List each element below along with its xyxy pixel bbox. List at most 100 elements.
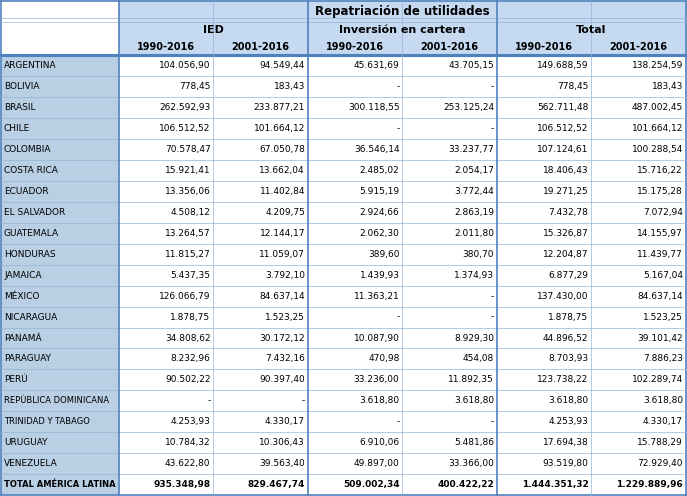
Text: 33.236,00: 33.236,00 (354, 375, 400, 384)
Text: -: - (491, 82, 494, 91)
Text: COLOMBIA: COLOMBIA (4, 145, 52, 154)
Bar (119, 370, 214, 390)
Bar (1, 286, 119, 307)
Bar (308, 244, 403, 265)
Text: 3.618,80: 3.618,80 (643, 396, 683, 405)
Text: 2.011,80: 2.011,80 (454, 229, 494, 238)
Text: 1.878,75: 1.878,75 (548, 312, 589, 321)
Text: PANAMÁ: PANAMÁ (4, 333, 42, 343)
Bar (308, 160, 403, 181)
Bar (214, 432, 308, 453)
Text: BOLIVIA: BOLIVIA (4, 82, 39, 91)
Bar (1, 97, 119, 118)
Text: 8.703,93: 8.703,93 (548, 355, 589, 364)
Text: 562.711,48: 562.711,48 (537, 103, 589, 112)
Text: 101.664,12: 101.664,12 (631, 124, 683, 133)
Bar (308, 474, 403, 495)
Bar (1, 1, 119, 22)
Text: BRASIL: BRASIL (4, 103, 36, 112)
Bar (403, 39, 497, 56)
Bar (1, 76, 119, 97)
Bar (119, 286, 214, 307)
Text: TOTAL AMÉRICA LATINA: TOTAL AMÉRICA LATINA (4, 480, 115, 489)
Bar (497, 411, 592, 432)
Bar (403, 286, 497, 307)
Text: 1990-2016: 1990-2016 (326, 42, 384, 52)
Text: 1990-2016: 1990-2016 (137, 42, 195, 52)
Text: 183,43: 183,43 (652, 82, 683, 91)
Text: 8.929,30: 8.929,30 (454, 333, 494, 343)
Bar (119, 97, 214, 118)
Text: 43.705,15: 43.705,15 (448, 62, 494, 70)
Bar (308, 432, 403, 453)
Text: 7.072,94: 7.072,94 (643, 208, 683, 217)
Bar (119, 390, 214, 411)
Text: 72.929,40: 72.929,40 (638, 459, 683, 468)
Text: 18.406,43: 18.406,43 (543, 166, 589, 175)
Text: 30.172,12: 30.172,12 (260, 333, 305, 343)
Bar (308, 453, 403, 474)
Bar (497, 286, 592, 307)
Bar (308, 411, 403, 432)
Text: 11.892,35: 11.892,35 (448, 375, 494, 384)
Text: 400.422,22: 400.422,22 (437, 480, 494, 489)
Text: 19.271,25: 19.271,25 (543, 187, 589, 196)
Text: 13.356,06: 13.356,06 (165, 187, 210, 196)
Text: 84.637,14: 84.637,14 (260, 292, 305, 301)
Text: 90.502,22: 90.502,22 (165, 375, 210, 384)
Bar (119, 307, 214, 327)
Text: PARAGUAY: PARAGUAY (4, 355, 51, 364)
Bar (592, 160, 686, 181)
Bar (119, 56, 214, 76)
Bar (308, 349, 403, 370)
Bar (1, 244, 119, 265)
Bar (214, 56, 308, 76)
Bar (497, 223, 592, 244)
Text: Inversión en cartera: Inversión en cartera (339, 25, 466, 35)
Bar (497, 432, 592, 453)
Bar (214, 265, 308, 286)
Text: CHILE: CHILE (4, 124, 30, 133)
Text: 7.886,23: 7.886,23 (643, 355, 683, 364)
Bar (308, 118, 403, 139)
Bar (214, 390, 308, 411)
Text: 43.622,80: 43.622,80 (165, 459, 210, 468)
Bar (497, 474, 592, 495)
Bar (497, 327, 592, 349)
Bar (497, 181, 592, 202)
Text: 3.792,10: 3.792,10 (265, 271, 305, 280)
Bar (592, 349, 686, 370)
Text: 14.155,97: 14.155,97 (638, 229, 683, 238)
Text: 13.662,04: 13.662,04 (260, 166, 305, 175)
Bar (214, 370, 308, 390)
Bar (497, 39, 592, 56)
Bar (119, 349, 214, 370)
Text: 49.897,00: 49.897,00 (354, 459, 400, 468)
Bar (119, 139, 214, 160)
Text: 2.924,66: 2.924,66 (360, 208, 400, 217)
Text: 126.066,79: 126.066,79 (159, 292, 210, 301)
Text: -: - (396, 124, 400, 133)
Bar (308, 202, 403, 223)
Text: 2001-2016: 2001-2016 (232, 42, 290, 52)
Bar (592, 474, 686, 495)
Bar (119, 39, 214, 56)
Bar (592, 411, 686, 432)
Text: 10.087,90: 10.087,90 (354, 333, 400, 343)
Text: 1.523,25: 1.523,25 (643, 312, 683, 321)
Bar (497, 453, 592, 474)
Bar (403, 432, 497, 453)
Bar (497, 160, 592, 181)
Bar (214, 223, 308, 244)
Text: 34.808,62: 34.808,62 (165, 333, 210, 343)
Text: 4.209,75: 4.209,75 (265, 208, 305, 217)
Bar (403, 56, 497, 76)
Bar (119, 76, 214, 97)
Text: 3.618,80: 3.618,80 (548, 396, 589, 405)
Text: 44.896,52: 44.896,52 (543, 333, 589, 343)
Bar (1, 202, 119, 223)
Bar (119, 160, 214, 181)
Text: 11.363,21: 11.363,21 (354, 292, 400, 301)
Bar (592, 453, 686, 474)
Bar (214, 453, 308, 474)
